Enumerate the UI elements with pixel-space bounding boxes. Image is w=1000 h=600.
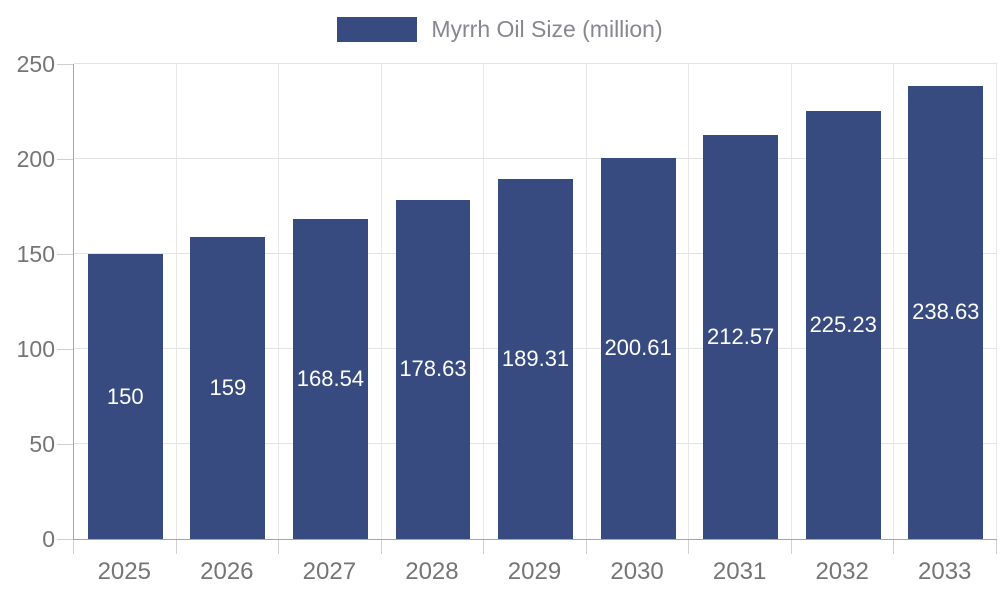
bar-2032[interactable]: 225.23: [805, 111, 881, 539]
bar-2025[interactable]: 150: [87, 254, 163, 539]
bar-value-label: 200.61: [604, 335, 672, 361]
x-axis-label: 2028: [405, 558, 459, 585]
y-axis-label: 150: [16, 241, 55, 267]
x-axis-tick: [790, 540, 792, 554]
bar-2033[interactable]: 238.63: [908, 85, 984, 539]
bar-2026[interactable]: 159: [190, 236, 266, 539]
v-gridline: [893, 64, 895, 539]
x-axis-tick: [893, 540, 895, 554]
bars-container: 150 159 168.54 178.63 189.31 200.61 212.57 225.…: [74, 64, 997, 539]
v-gridline: [790, 64, 792, 539]
v-gridline: [585, 64, 587, 539]
bar-value-label: 225.23: [809, 312, 877, 338]
y-axis-tick: [57, 159, 73, 160]
y-axis-label: 200: [16, 146, 55, 172]
x-axis-tick: [73, 540, 74, 554]
category-band: 189.31: [484, 64, 587, 539]
bar-value-label: 168.54: [296, 365, 365, 391]
x-axis-label: 2027: [302, 558, 357, 585]
x-axis-tick: [278, 540, 280, 554]
bar-2027[interactable]: 168.54: [292, 218, 368, 539]
v-gridline: [688, 64, 690, 539]
bar-value-label: 212.57: [707, 324, 775, 350]
h-gridline: [74, 63, 997, 64]
bar-value-label: 238.63: [912, 299, 980, 325]
bar-2029[interactable]: 189.31: [498, 179, 573, 539]
y-axis-tick: [57, 444, 73, 445]
y-axis-label: 50: [29, 431, 55, 457]
v-gridline: [380, 64, 382, 539]
bar-value-label: 189.31: [501, 346, 570, 372]
x-axis-tick: [175, 540, 177, 554]
x-axis-tick: [585, 540, 587, 554]
category-band: 212.57: [689, 64, 792, 539]
y-axis-tick: [57, 349, 73, 350]
h-gridline: [74, 158, 997, 159]
legend-label: Myrrh Oil Size (million): [431, 16, 663, 42]
v-gridline: [175, 64, 177, 539]
category-band: 159: [177, 64, 280, 539]
x-axis-label: 2032: [815, 558, 869, 585]
v-gridline: [483, 64, 485, 539]
y-axis-tick: [57, 254, 73, 255]
bar-2028[interactable]: 178.63: [395, 199, 471, 539]
v-gridline: [996, 64, 997, 539]
y-axis-tick: [57, 539, 73, 540]
bar-value-label: 150: [106, 383, 144, 409]
v-gridline: [278, 64, 280, 539]
y-axis-label: 100: [16, 336, 55, 362]
x-axis-tick: [483, 540, 485, 554]
category-band: 150: [74, 64, 177, 539]
x-axis-tick: [996, 540, 997, 554]
category-band: 200.61: [587, 64, 690, 539]
x-axis-label: 2026: [200, 558, 254, 585]
x-axis-label: 2033: [918, 558, 972, 585]
category-band: 225.23: [792, 64, 895, 539]
x-axis-label: 2029: [507, 558, 562, 585]
x-axis-label: 2025: [97, 558, 151, 585]
y-axis-label: 0: [42, 526, 55, 552]
legend-swatch: [337, 17, 418, 42]
x-axis-label: 2030: [610, 558, 664, 585]
x-axis-tick: [380, 540, 382, 554]
plot-area: 150 159 168.54 178.63 189.31 200.61 212.57 225.…: [73, 63, 997, 540]
category-band: 178.63: [382, 64, 485, 539]
bar-2031[interactable]: 212.57: [703, 135, 779, 539]
category-band: 168.54: [279, 64, 382, 539]
y-axis-tick: [57, 64, 73, 65]
legend-item[interactable]: Myrrh Oil Size (million): [0, 16, 1000, 43]
y-axis-label: 250: [16, 51, 55, 77]
bar-value-label: 178.63: [399, 356, 467, 382]
bar-2030[interactable]: 200.61: [600, 157, 676, 539]
category-band: 238.63: [895, 64, 998, 539]
x-axis-label: 2031: [712, 558, 767, 585]
x-axis-tick: [688, 540, 690, 554]
bar-value-label: 159: [209, 374, 247, 400]
